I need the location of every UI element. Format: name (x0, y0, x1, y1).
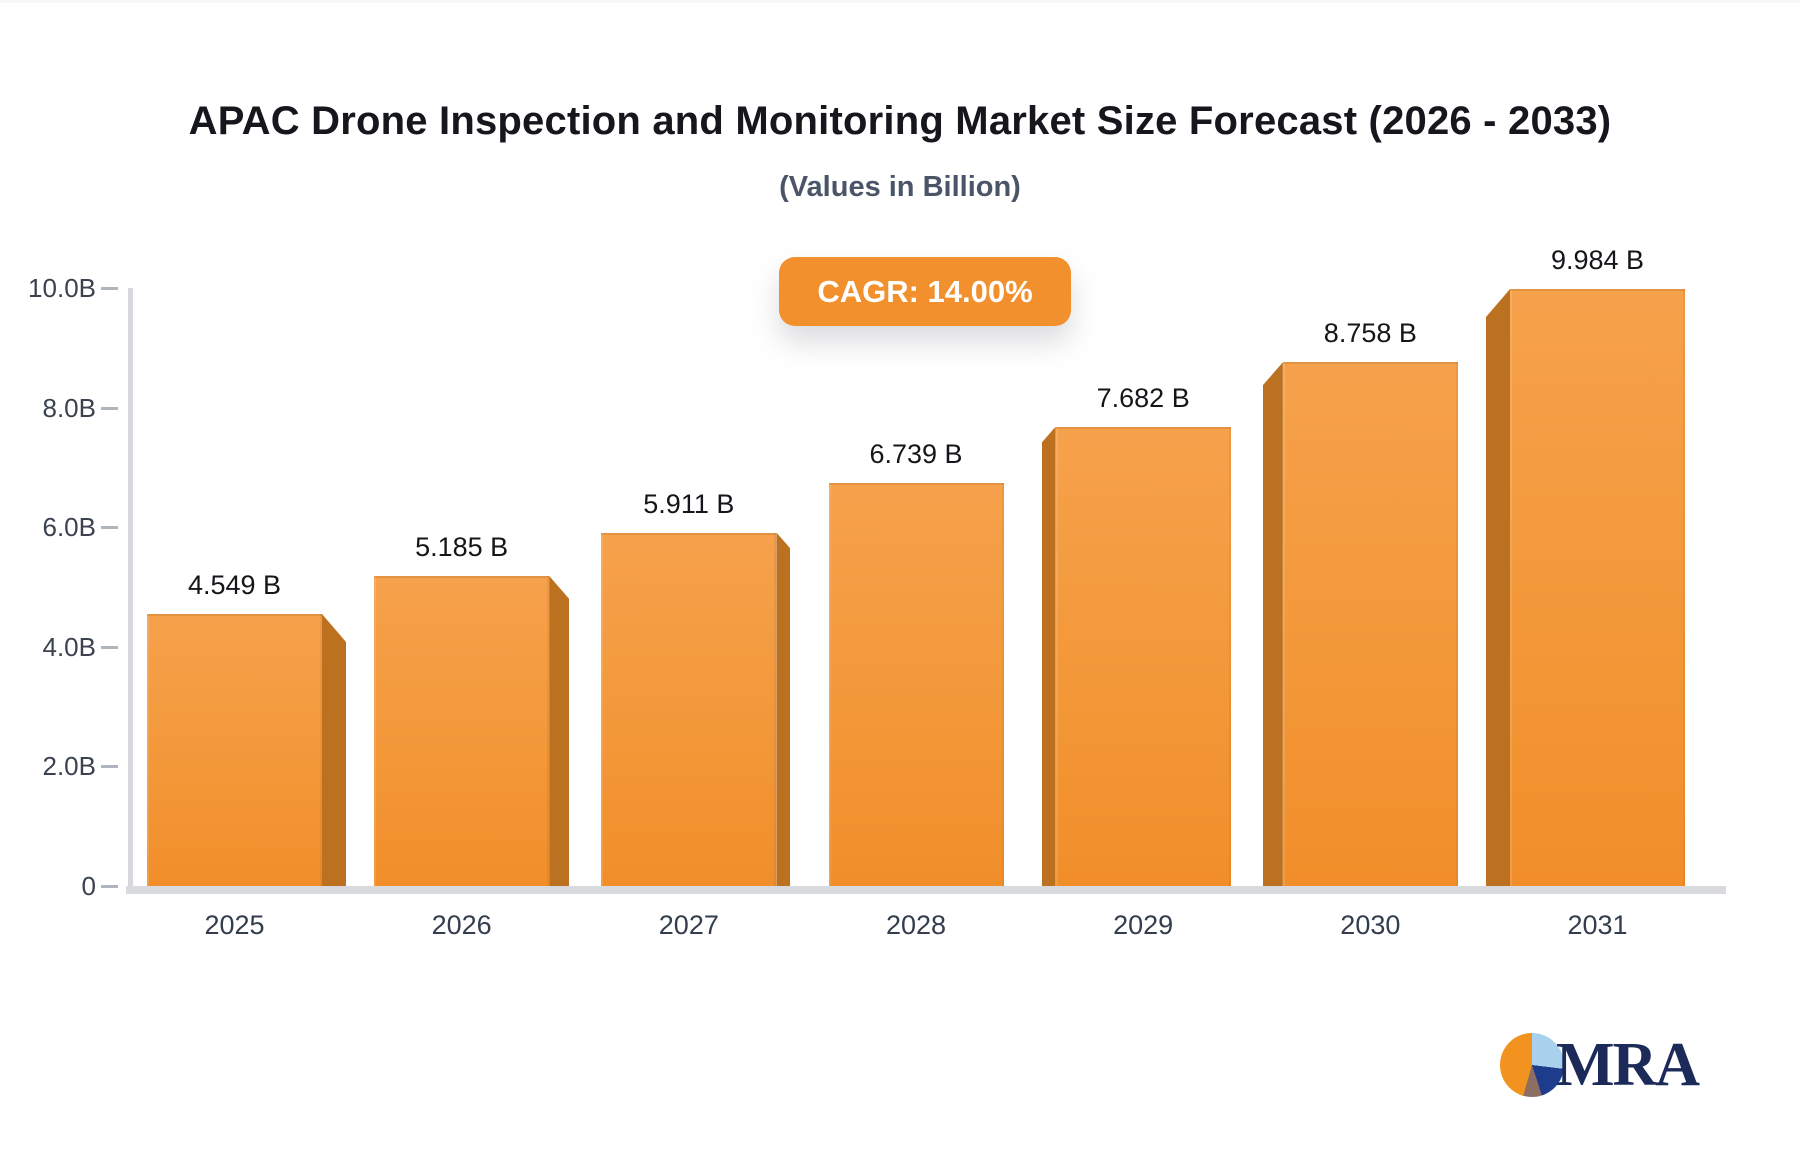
y-axis-tick-label: 8.0B (42, 392, 97, 423)
x-axis-label: 2028 (885, 910, 947, 940)
x-axis-label: 2027 (658, 910, 719, 940)
bar-3d-side-face (322, 613, 346, 886)
bar-value-label: 4.549 B (187, 569, 282, 600)
bar-3d-side-face (776, 532, 791, 886)
y-axis-tick-mark (101, 287, 118, 290)
y-axis-tick-mark (101, 765, 118, 769)
x-axis-label: 2030 (1340, 910, 1401, 940)
mra-logo-text: MRA (1556, 1031, 1700, 1099)
bar (601, 532, 777, 886)
y-axis-tick-label: 0 (81, 871, 96, 901)
y-axis-tick-label: 2.0B (42, 751, 97, 782)
chart-title: APAC Drone Inspection and Monitoring Mar… (188, 99, 1612, 143)
bar (374, 575, 550, 886)
bar-3d-side-face (549, 575, 570, 886)
x-axis-label: 2029 (1113, 910, 1174, 940)
bar-value-label: 5.185 B (415, 531, 509, 562)
bar-3d-side-face (1486, 288, 1511, 886)
plot-area: 0 2.0B 4.0B 6.0B 8.0B 10.0B 4.549 B 2025 5.185 B… (0, 3, 1800, 1156)
bar (1282, 362, 1458, 886)
cagr-badge: CAGR: 14.00% (779, 257, 1071, 326)
y-axis-tick-label: 4.0B (42, 631, 97, 662)
y-axis-tick-label: 6.0B (42, 512, 97, 543)
mra-logo: MRA (1500, 1031, 1700, 1099)
bar-value-label: 9.984 B (1550, 244, 1645, 275)
bar-3d-side-face (1041, 426, 1056, 886)
bar-value-label: 7.682 B (1096, 382, 1190, 413)
bar-value-label: 6.739 B (869, 439, 963, 469)
chart-subtitle: (Values in Billion) (779, 171, 1021, 203)
bar (828, 483, 1004, 886)
x-axis-label: 2026 (431, 910, 492, 940)
bar (1510, 288, 1686, 886)
cagr-badge-label: CAGR: 14.00% (817, 273, 1033, 309)
bar-value-label: 8.758 B (1323, 318, 1417, 349)
y-axis-tick-label: 10.0B (28, 273, 96, 303)
pie-chart-logo-icon (1500, 1033, 1564, 1097)
x-axis-baseline (126, 886, 1726, 894)
bar (147, 613, 322, 886)
x-axis-label: 2025 (204, 910, 265, 940)
bar (1055, 426, 1231, 886)
y-axis-line (128, 288, 133, 893)
y-axis-tick-mark (101, 526, 118, 530)
y-axis-tick-mark (101, 645, 118, 649)
bar-value-label: 5.911 B (643, 488, 735, 519)
y-axis-tick-mark (101, 885, 118, 888)
y-axis-tick-mark (101, 406, 118, 410)
bar-3d-side-face (1262, 362, 1283, 886)
x-axis-label: 2031 (1567, 910, 1628, 940)
